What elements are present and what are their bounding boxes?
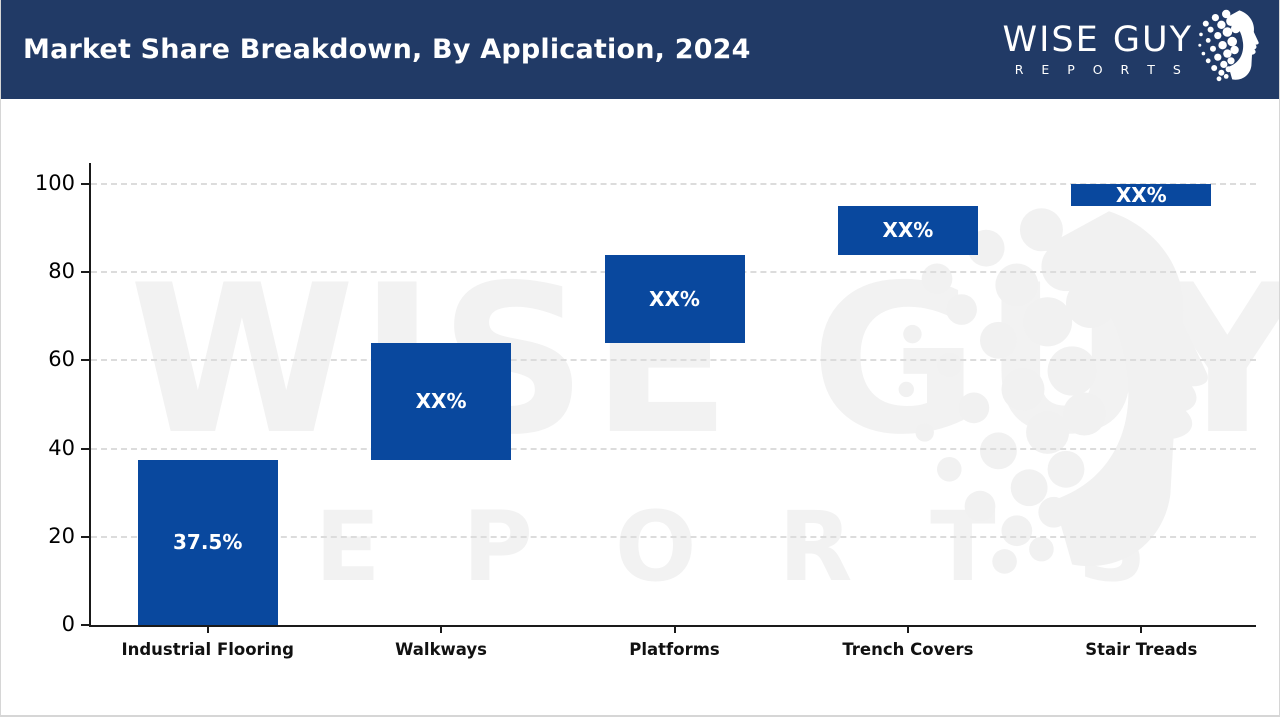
bar-segment: XX% — [1071, 183, 1212, 208]
logo-tagline: R E P O R T S — [1014, 61, 1188, 77]
y-tick-label: 100 — [34, 171, 75, 195]
y-axis-tick — [81, 535, 89, 538]
x-axis-tick — [673, 625, 676, 633]
y-axis-tick — [81, 183, 89, 185]
x-category-label: Trench Covers — [842, 640, 974, 659]
bar-value-label: XX% — [1115, 183, 1167, 208]
bar-value-label: XX% — [415, 389, 467, 414]
bar-value-label: 37.5% — [172, 530, 243, 555]
x-category-label: Industrial Flooring — [121, 640, 294, 659]
watermark-head-icon — [898, 208, 1208, 574]
x-axis-tick — [906, 625, 909, 633]
x-axis-tick — [440, 625, 443, 633]
y-tick-label: 0 — [61, 612, 75, 636]
y-axis-tick — [81, 271, 89, 274]
x-category-label: Platforms — [629, 640, 720, 659]
y-axis-tick — [81, 359, 89, 362]
x-axis-tick — [1140, 625, 1143, 633]
y-axis-tick — [81, 447, 89, 450]
grid-line — [91, 359, 1256, 362]
y-tick-label: 40 — [48, 435, 75, 460]
y-tick-label: 80 — [48, 259, 75, 284]
x-category-label: Stair Treads — [1085, 640, 1198, 659]
x-axis-tick — [206, 625, 209, 633]
bar-segment: 37.5% — [137, 459, 278, 625]
bar-value-label: XX% — [649, 286, 700, 311]
waterfall-chart-plot: 0 20 40 60 80 100 37.5% Industrial Flooring XX% W… — [35, 163, 1256, 659]
bar-segment: XX% — [837, 206, 978, 255]
y-tick-label: 60 — [48, 347, 75, 372]
bar-segment: XX% — [604, 254, 745, 343]
bar-value-label: XX% — [882, 218, 934, 243]
bar-segment: XX% — [371, 342, 512, 460]
logo-text: WISE GUY R E P O R T S — [1002, 19, 1193, 77]
logo-name: WISE GUY — [1002, 19, 1193, 60]
y-axis-tick — [81, 624, 89, 626]
logo-head-icon — [1198, 9, 1259, 81]
x-category-label: Walkways — [395, 640, 487, 659]
grid-line — [91, 535, 1256, 538]
y-tick-label: 20 — [48, 523, 75, 548]
chart-title: Market Share Breakdown, By Application, … — [23, 34, 751, 65]
report-header: Market Share Breakdown, By Application, … — [1, 0, 1279, 99]
wiseguy-logo: WISE GUY R E P O R T S — [1002, 8, 1267, 92]
grid-line — [91, 447, 1256, 450]
grid-line — [91, 183, 1256, 185]
